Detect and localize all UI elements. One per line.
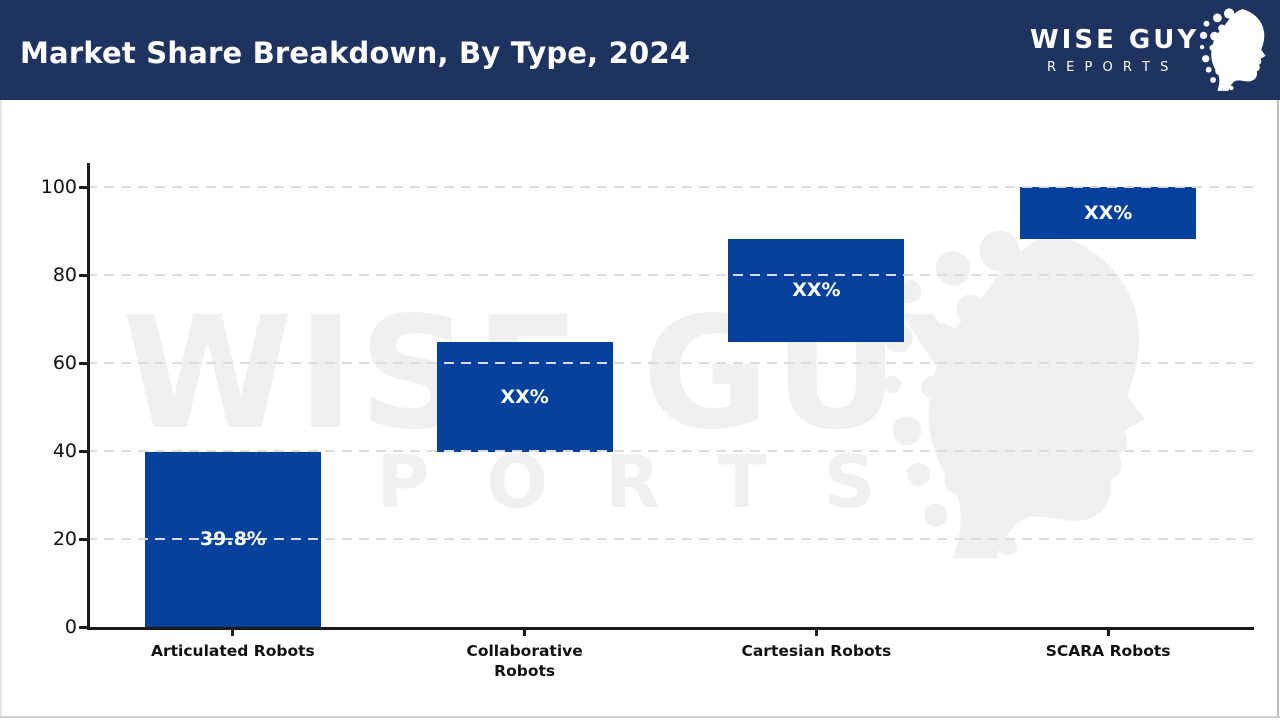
y-tick-label-100: 100 — [40, 176, 77, 198]
y-tick-label-60: 60 — [52, 352, 77, 374]
y-tick-60 — [79, 362, 87, 365]
x-tick-collaborative-robots — [523, 628, 527, 636]
x-axis-spine — [87, 627, 1254, 630]
panel-border-right — [1277, 100, 1279, 718]
y-tick-label-40: 40 — [52, 440, 77, 462]
y-tick-label-80: 80 — [52, 264, 77, 286]
gridline-80 — [87, 274, 1254, 276]
gridline-40 — [87, 450, 1254, 452]
page-title: Market Share Breakdown, By Type, 2024 — [20, 36, 691, 70]
bar-scara-robots — [1020, 187, 1197, 239]
brand-dot-head-icon — [1197, 6, 1270, 94]
gridline-20 — [87, 538, 1254, 540]
bar-value-label-collaborative-robots: XX% — [500, 385, 549, 408]
y-tick-40 — [79, 450, 87, 453]
y-tick-100 — [79, 186, 87, 189]
y-tick-0 — [79, 626, 87, 629]
x-category-label-articulated-robots: Articulated Robots — [151, 642, 315, 660]
x-category-label-collaborative-robots: Collaborative Robots — [466, 642, 583, 680]
x-category-label-cartesian-robots: Cartesian Robots — [741, 642, 892, 660]
y-tick-80 — [79, 274, 87, 277]
x-tick-cartesian-robots — [814, 628, 818, 636]
y-tick-label-0: 0 — [64, 616, 77, 638]
gridline-100 — [87, 186, 1254, 188]
bar-value-label-scara-robots: XX% — [1083, 201, 1133, 224]
panel-border-left — [0, 100, 2, 718]
brand-name-text: WISE GUY — [1030, 25, 1200, 55]
brand-subtitle-text: R E P O R T S — [1047, 60, 1172, 75]
panel-border-bottom — [0, 716, 1280, 718]
y-tick-label-20: 20 — [52, 528, 77, 550]
bar-collaborative-robots — [436, 341, 613, 452]
x-tick-scara-robots — [1106, 628, 1110, 636]
bar-value-label-cartesian-robots: XX% — [792, 279, 841, 302]
y-axis-spine — [87, 163, 90, 630]
bar-cartesian-robots — [728, 238, 905, 342]
bar-value-label-articulated-robots: 39.8% — [199, 528, 266, 551]
header-bar: Market Share Breakdown, By Type, 2024 WI… — [0, 0, 1280, 100]
x-category-label-scara-robots: SCARA Robots — [1045, 642, 1171, 660]
brand-logo: WISE GUY R E P O R T S — [1030, 4, 1270, 96]
x-tick-articulated-robots — [231, 628, 235, 636]
y-tick-20 — [79, 538, 87, 541]
gridline-60 — [87, 362, 1254, 364]
